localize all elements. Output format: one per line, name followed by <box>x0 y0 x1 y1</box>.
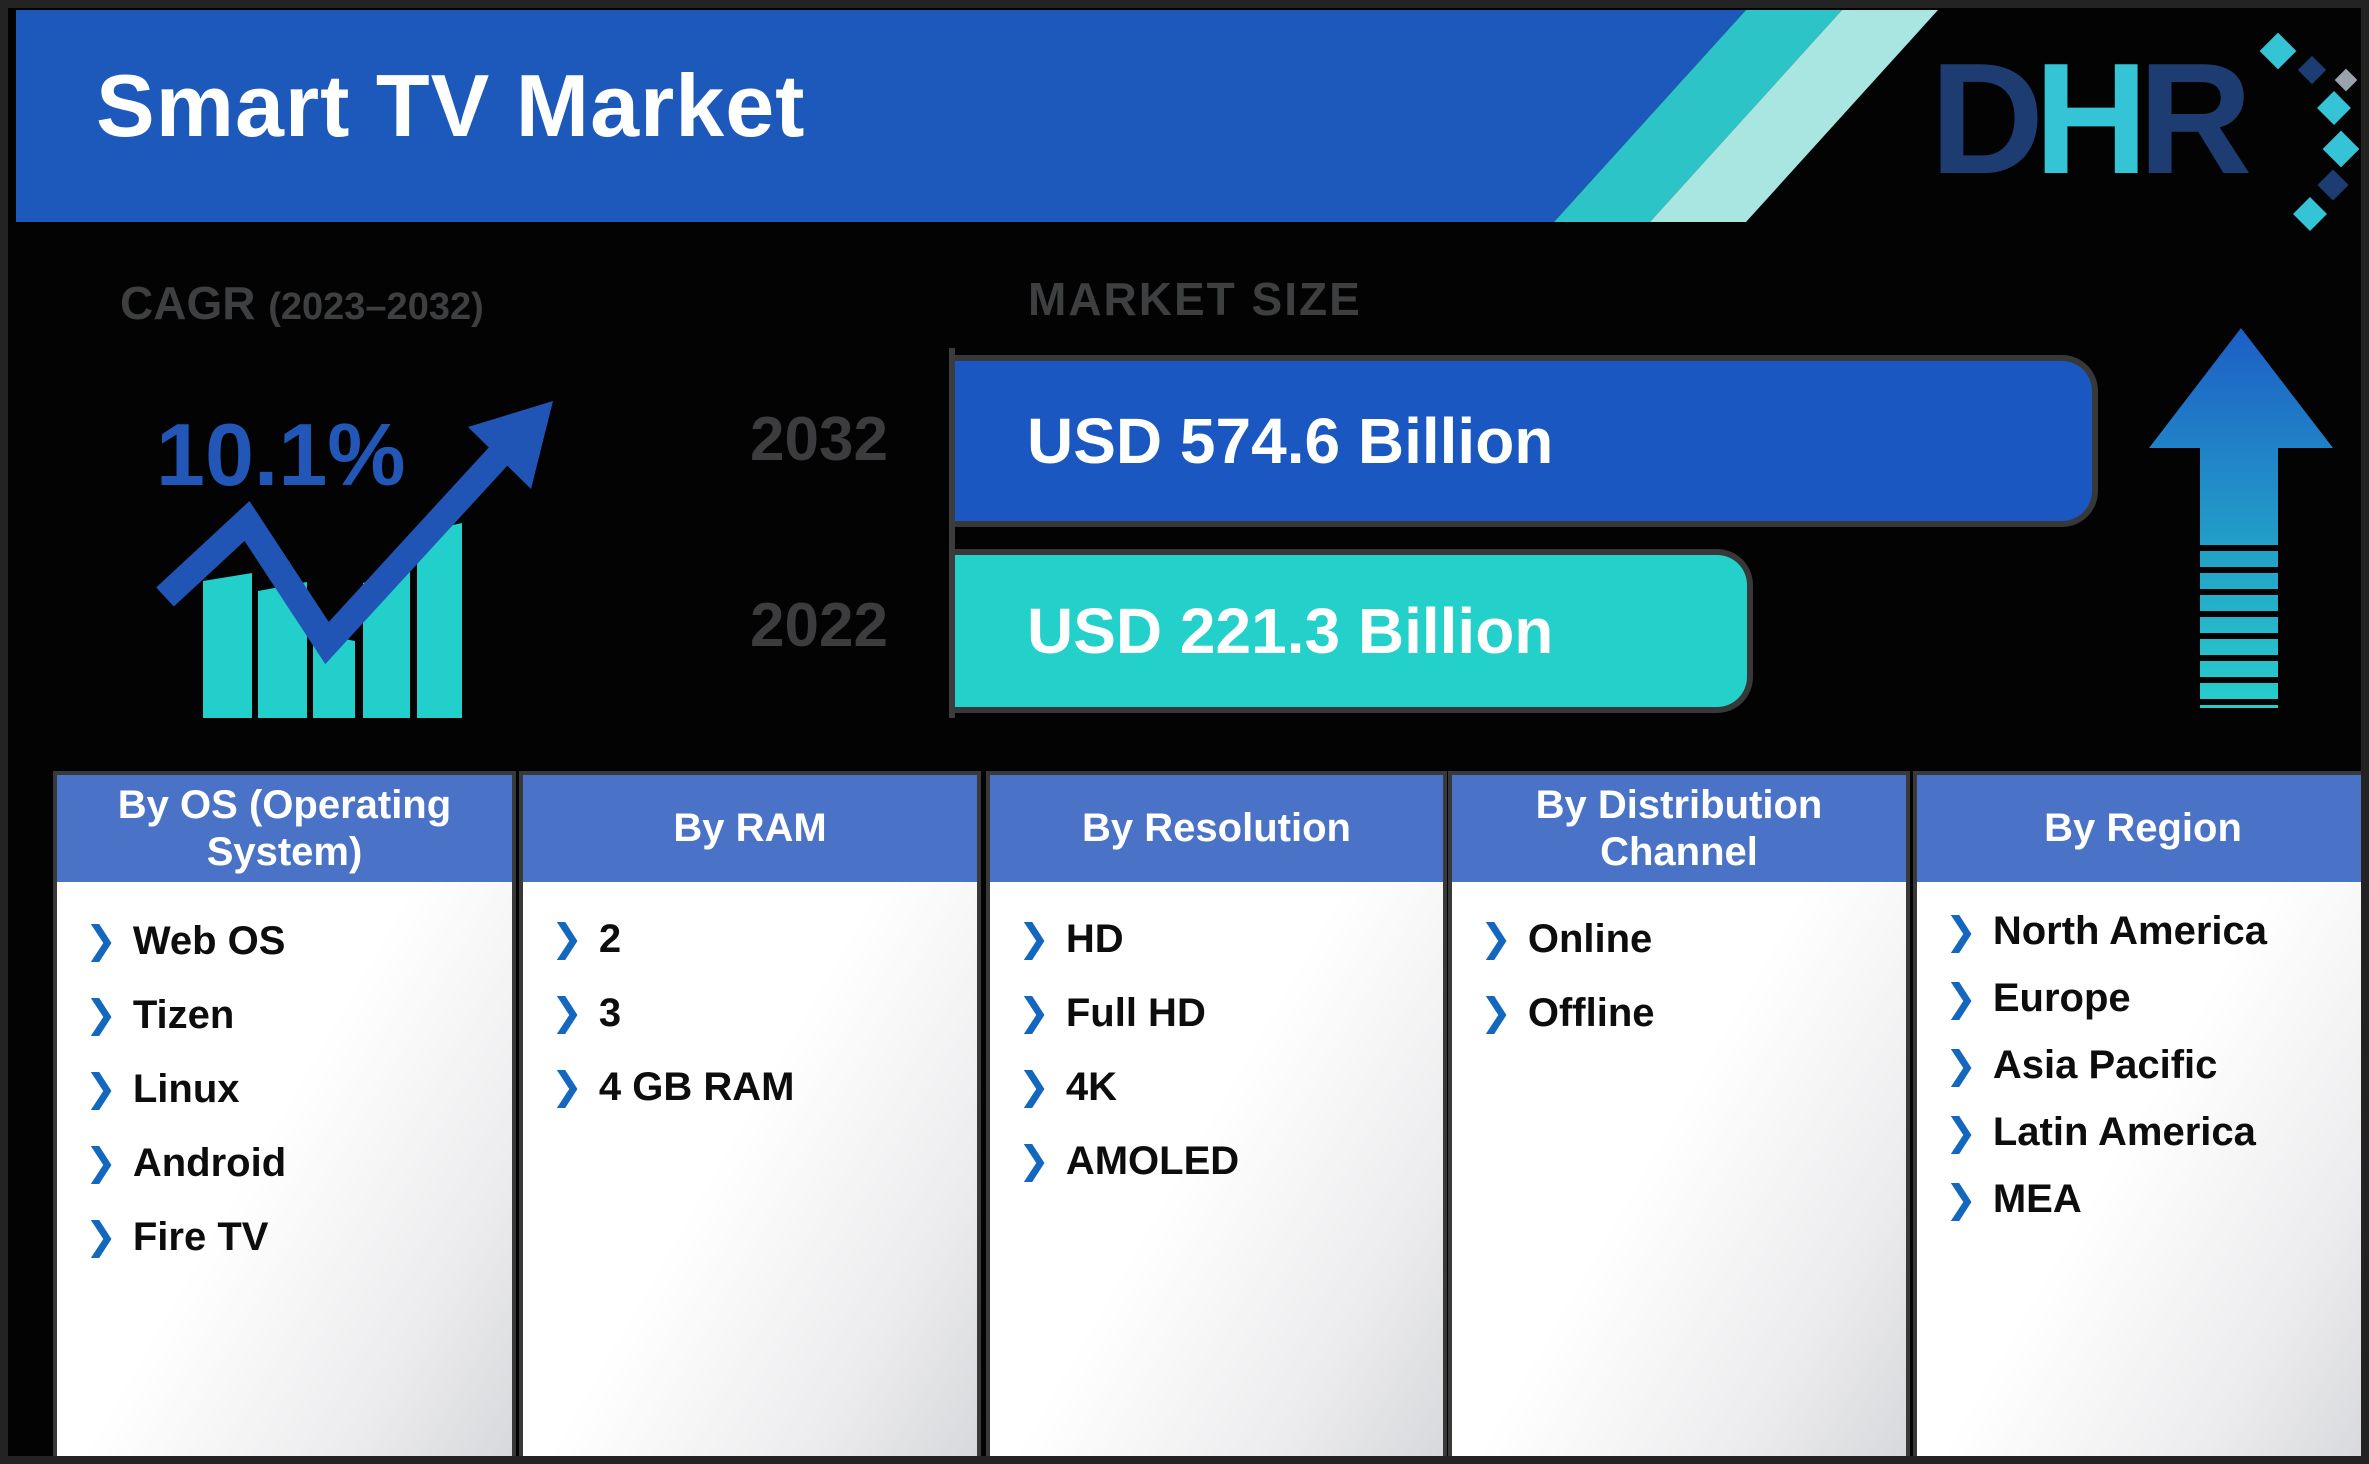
page-title: Smart TV Market <box>96 56 806 155</box>
list-item: ❯ 4K <box>1018 1064 1117 1109</box>
segment-column-distribution: By Distribution Channel ❯ Online ❯ Offline <box>1448 771 1910 1464</box>
chevron-right-icon: ❯ <box>85 1068 117 1110</box>
growth-chart-icon <box>156 401 553 718</box>
bar-axis <box>949 348 955 718</box>
chevron-right-icon: ❯ <box>85 920 117 962</box>
logo-letter-h: H <box>2034 31 2148 207</box>
chevron-right-icon: ❯ <box>1945 977 1977 1020</box>
segment-header-resolution: By Resolution <box>990 775 1443 882</box>
segment-header-ram: By RAM <box>523 775 977 882</box>
list-item: ❯ Asia Pacific <box>1945 1043 2218 1087</box>
chevron-right-icon: ❯ <box>1018 1066 1050 1108</box>
list-item: ❯ North America <box>1945 909 2267 953</box>
logo-sparkle-icon <box>2317 91 2351 125</box>
segment-body-resolution: ❯ HD ❯ Full HD ❯ 4K ❯ AMOLED <box>990 882 1443 1464</box>
list-item: ❯ Fire TV <box>85 1214 269 1259</box>
bar-2032: USD 574.6 Billion <box>955 355 2098 527</box>
chevron-right-icon: ❯ <box>551 918 583 960</box>
segment-column-region: By Region ❯ North America ❯ Europe ❯ Asia P… <box>1913 771 2369 1464</box>
cagr-period: (2023–2032) <box>268 286 484 328</box>
chevron-right-icon: ❯ <box>1945 1111 1977 1154</box>
segment-column-resolution: By Resolution ❯ HD ❯ Full HD ❯ 4K ❯ AMOLED <box>986 771 1447 1464</box>
chevron-right-icon: ❯ <box>1018 992 1050 1034</box>
chevron-right-icon: ❯ <box>85 1216 117 1258</box>
segment-body-region: ❯ North America ❯ Europe ❯ Asia Pacific ❯ La… <box>1917 882 2369 1464</box>
list-item: ❯ Web OS <box>85 918 286 963</box>
segment-body-ram: ❯ 2 ❯ 3 ❯ 4 GB RAM <box>523 882 977 1464</box>
segment-body-distribution: ❯ Online ❯ Offline <box>1452 882 1906 1464</box>
list-item: ❯ 4 GB RAM <box>551 1064 795 1109</box>
cagr-label: CAGR (2023–2032) <box>120 276 484 330</box>
list-item: ❯ Latin America <box>1945 1110 2256 1154</box>
bar-year-2022: 2022 <box>750 591 888 660</box>
list-item: ❯ Online <box>1480 916 1653 961</box>
chevron-right-icon: ❯ <box>1480 992 1512 1034</box>
header: Smart TV Market <box>16 10 2369 222</box>
logo-letter-r: R <box>2138 31 2252 207</box>
bar-2022-value: USD 221.3 Billion <box>1027 595 1554 667</box>
bar-2032-value: USD 574.6 Billion <box>1027 405 1554 477</box>
chevron-right-icon: ❯ <box>1945 910 1977 953</box>
cagr-value: 10.1% <box>156 405 406 504</box>
segment-header-region: By Region <box>1917 775 2369 882</box>
cagr-text: CAGR <box>120 277 256 329</box>
chevron-right-icon: ❯ <box>85 1142 117 1184</box>
list-item: ❯ Full HD <box>1018 990 1206 1035</box>
logo-letter-d: D <box>1930 31 2044 207</box>
logo-sparkle-icon <box>2297 55 2327 85</box>
chevron-right-icon: ❯ <box>551 992 583 1034</box>
segment-body-os: ❯ Web OS ❯ Tizen ❯ Linux ❯ Android ❯ Fire TV <box>57 882 512 1464</box>
up-arrow-icon <box>2149 328 2333 708</box>
list-item: ❯ Linux <box>85 1066 240 1111</box>
chevron-right-icon: ❯ <box>551 1066 583 1108</box>
chevron-right-icon: ❯ <box>1480 918 1512 960</box>
list-item: ❯ Android <box>85 1140 287 1185</box>
bar-2022: USD 221.3 Billion <box>955 549 1753 713</box>
market-size-title: MARKET SIZE <box>1028 273 1362 325</box>
header-band <box>16 10 1746 222</box>
list-item: ❯ Europe <box>1945 976 2131 1020</box>
segment-column-os: By OS (Operating System) ❯ Web OS ❯ Tizen … <box>53 771 516 1464</box>
chevron-right-icon: ❯ <box>1945 1044 1977 1087</box>
segment-header-distribution: By Distribution Channel <box>1452 775 1906 882</box>
chevron-right-icon: ❯ <box>1945 1178 1977 1221</box>
chevron-right-icon: ❯ <box>85 994 117 1036</box>
list-item: ❯ AMOLED <box>1018 1138 1240 1183</box>
list-item: ❯ Offline <box>1480 990 1655 1035</box>
segment-column-ram: By RAM ❯ 2 ❯ 3 ❯ 4 GB RAM <box>519 771 981 1464</box>
list-item: ❯ Tizen <box>85 992 235 1037</box>
dhr-logo: DHR <box>1930 31 2360 231</box>
list-item: ❯ HD <box>1018 916 1124 961</box>
list-item: ❯ 3 <box>551 990 622 1035</box>
list-item: ❯ 2 <box>551 916 622 961</box>
bar-year-2032: 2032 <box>750 405 888 474</box>
chevron-right-icon: ❯ <box>1018 918 1050 960</box>
segment-header-os: By OS (Operating System) <box>57 775 512 882</box>
chevron-right-icon: ❯ <box>1018 1140 1050 1182</box>
list-item: ❯ MEA <box>1945 1177 2082 1221</box>
